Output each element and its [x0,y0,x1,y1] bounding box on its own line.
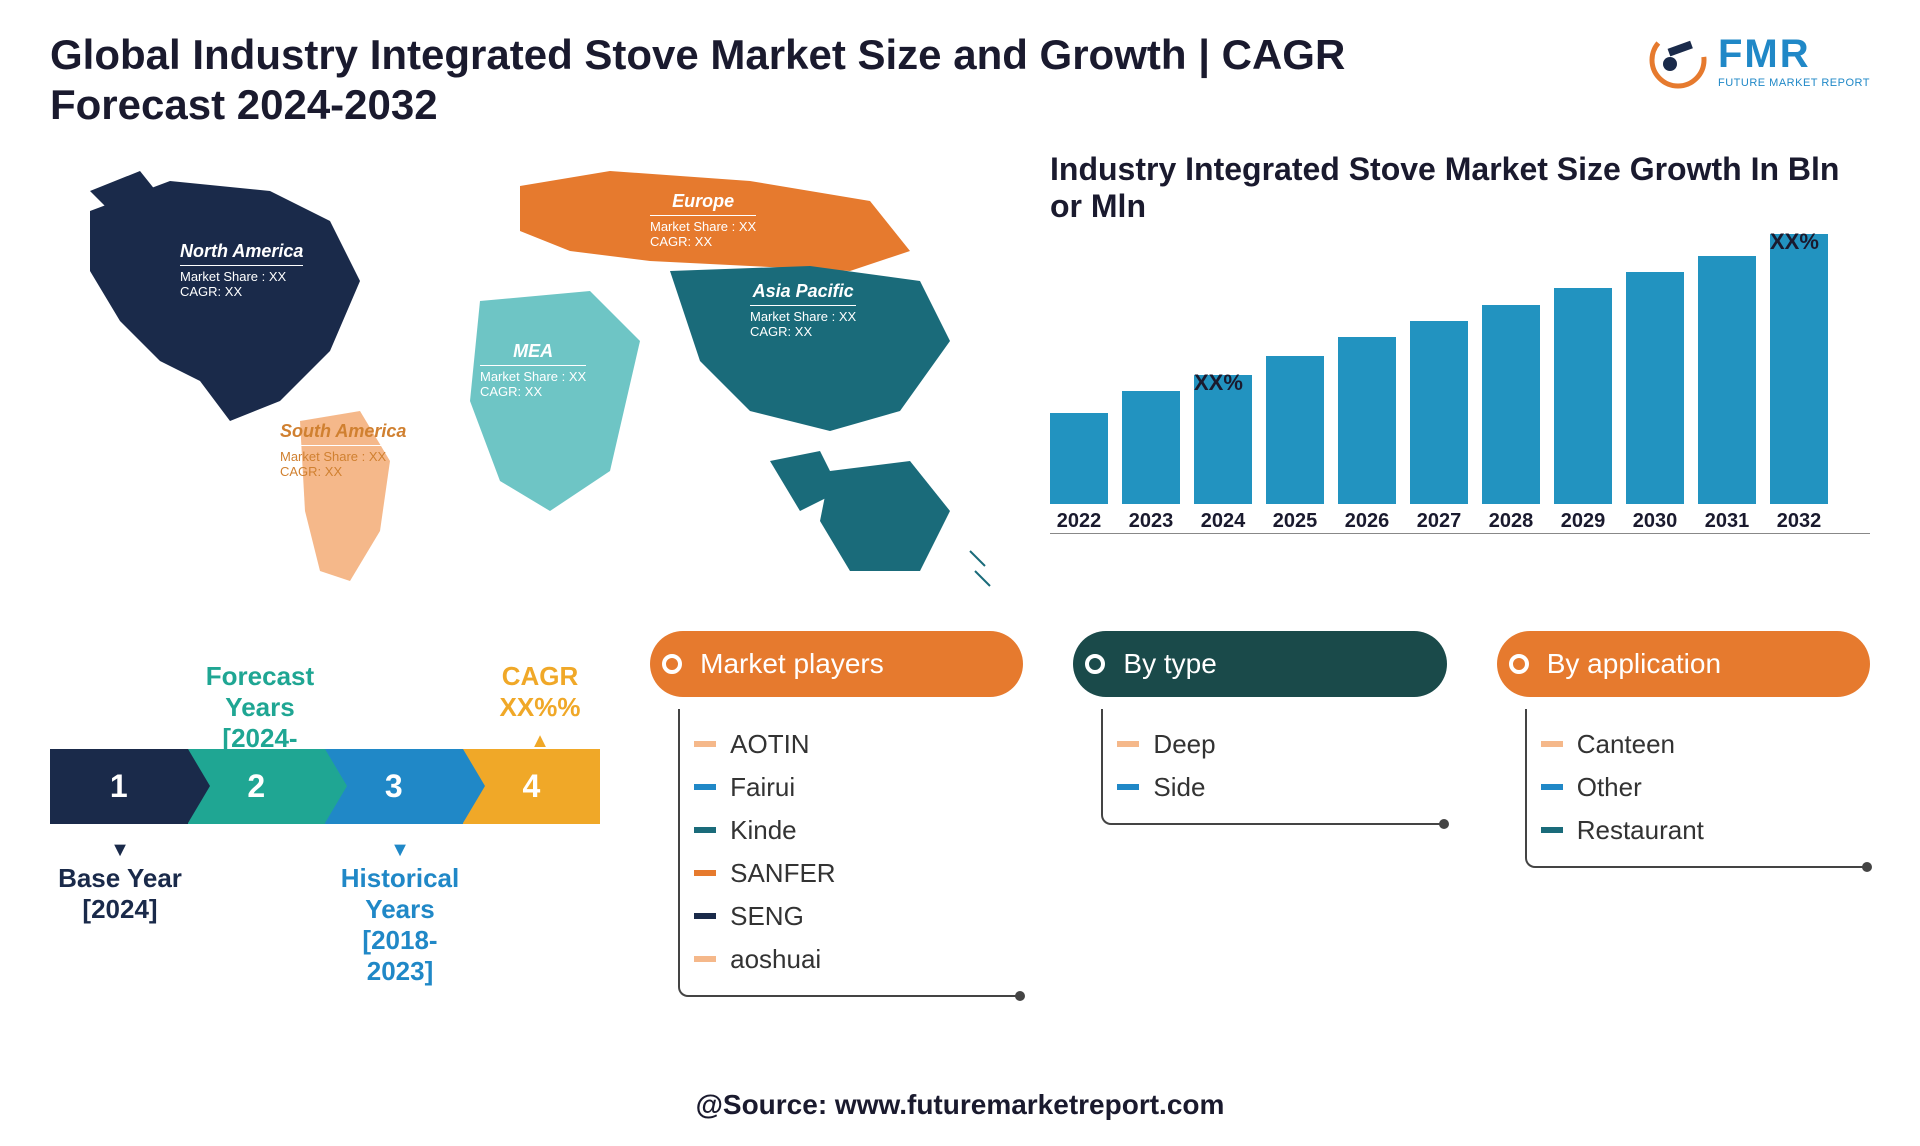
list-item: Restaurant [1527,809,1870,852]
region-label-sa: South AmericaMarket Share : XXCAGR: XX [280,421,406,479]
bar-2026: 2026 [1338,337,1396,533]
bar-2031: 2031 [1698,256,1756,533]
timeline: Forecast Years[2024-2032]▲CAGRXX%%▲ 1234… [50,631,600,932]
market-players-column: Market players AOTINFairuiKindeSANFERSEN… [650,631,1023,997]
source-attribution: @Source: www.futuremarketreport.com [696,1089,1225,1121]
pill-label: By application [1547,648,1721,680]
by-application-pill: By application [1497,631,1870,697]
chart-title: Industry Integrated Stove Market Size Gr… [1050,151,1870,225]
bar-2025: 2025 [1266,356,1324,534]
dot-icon [1085,654,1105,674]
bar-2027: 2027 [1410,321,1468,534]
list-item: Other [1527,766,1870,809]
list-item: Fairui [680,766,1023,809]
by-type-pill: By type [1073,631,1446,697]
dot-icon [662,654,682,674]
bar-chart: Industry Integrated Stove Market Size Gr… [1050,151,1870,591]
region-label-ap: Asia PacificMarket Share : XXCAGR: XX [750,281,856,339]
list-item: aoshuai [680,938,1023,981]
timeline-top-label: CAGRXX%%▲ [470,661,610,754]
header: Global Industry Integrated Stove Market … [50,30,1870,131]
by-type-column: By type DeepSide [1073,631,1446,825]
callout: XX% [1194,370,1243,396]
timeline-segment-1: 1 [50,749,188,824]
bar-2032: 2032 [1770,234,1828,533]
timeline-bottom-label: ▼Historical Years[2018-2023] [330,832,470,987]
telescope-icon [1648,30,1708,90]
players-list: AOTINFairuiKindeSANFERSENGaoshuai [678,709,1023,997]
market-players-pill: Market players [650,631,1023,697]
region-label-mea: MEAMarket Share : XXCAGR: XX [480,341,586,399]
type-list: DeepSide [1101,709,1446,825]
bar-2030: 2030 [1626,272,1684,533]
bar-2024: 2024 [1194,375,1252,534]
bar-2023: 2023 [1122,391,1180,533]
logo-sub-text: FUTURE MARKET REPORT [1718,77,1870,89]
bar-2028: 2028 [1482,305,1540,534]
region-label-na: North AmericaMarket Share : XXCAGR: XX [180,241,303,299]
timeline-bottom-label: ▼Base Year[2024] [50,832,190,925]
list-item: SANFER [680,852,1023,895]
app-list: CanteenOtherRestaurant [1525,709,1870,868]
list-item: SENG [680,895,1023,938]
region-label-eu: EuropeMarket Share : XXCAGR: XX [650,191,756,249]
list-item: Side [1103,766,1446,809]
bar-2029: 2029 [1554,288,1612,533]
list-item: AOTIN [680,723,1023,766]
callout: XX% [1770,229,1819,255]
list-item: Deep [1103,723,1446,766]
bars-container: 2022202320242025202620272028202920302031… [1050,244,1870,534]
dot-icon [1509,654,1529,674]
page-title: Global Industry Integrated Stove Market … [50,30,1350,131]
by-application-column: By application CanteenOtherRestaurant [1497,631,1870,868]
logo: FMR FUTURE MARKET REPORT [1648,30,1870,90]
list-item: Canteen [1527,723,1870,766]
world-map: North AmericaMarket Share : XXCAGR: XX So… [50,151,1010,591]
list-item: Kinde [680,809,1023,852]
pill-label: By type [1123,648,1216,680]
pill-label: Market players [700,648,884,680]
logo-fmr-text: FMR [1718,32,1870,77]
bar-2022: 2022 [1050,413,1108,534]
